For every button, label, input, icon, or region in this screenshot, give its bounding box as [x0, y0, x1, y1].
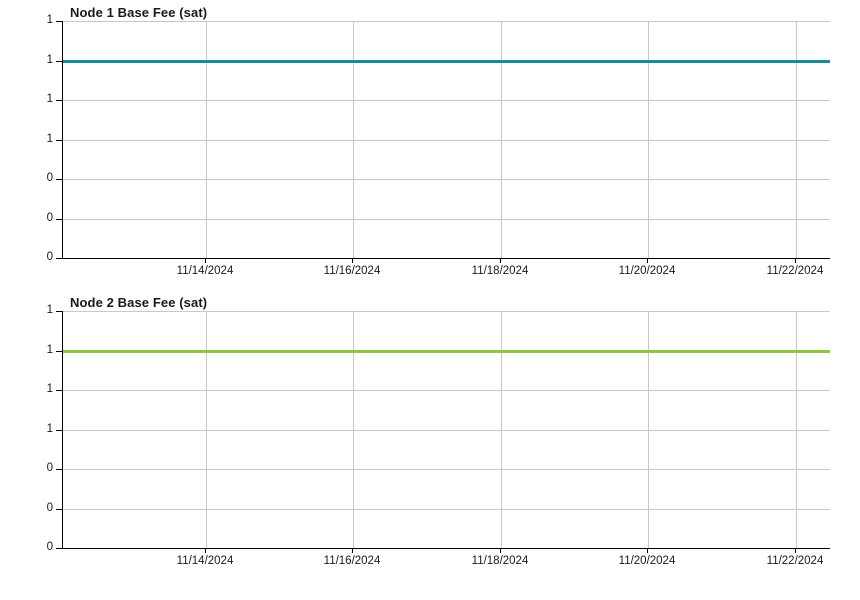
- y-tick-label: 1: [46, 344, 53, 356]
- x-tick-mark: [351, 549, 353, 553]
- y-tick-label: 0: [46, 172, 53, 184]
- x-tick-label: 11/20/2024: [618, 265, 676, 277]
- y-tick-label: 1: [46, 423, 53, 435]
- x-tick-label: 11/16/2024: [323, 555, 381, 567]
- y-tick-label: 0: [46, 502, 53, 514]
- y-tick-mark: [56, 20, 62, 22]
- gridline-h: [63, 311, 830, 312]
- x-tick-label: 11/14/2024: [176, 265, 234, 277]
- gridline-v: [796, 21, 797, 258]
- gridline-v: [206, 311, 207, 548]
- series-layer-node2: [63, 311, 830, 548]
- gridline-h: [63, 219, 830, 220]
- plot-area-node2: [62, 311, 830, 549]
- x-tick-mark: [499, 549, 501, 553]
- x-axis-node2: 11/14/2024 11/16/2024 11/18/2024 11/20/2…: [62, 549, 830, 575]
- chart-title-node1: Node 1 Base Fee (sat): [70, 5, 208, 20]
- x-axis-node1: 11/14/2024 11/16/2024 11/18/2024 11/20/2…: [62, 259, 830, 285]
- gridline-v: [501, 21, 502, 258]
- y-tick-label: 0: [46, 212, 53, 224]
- y-tick-mark: [56, 178, 62, 180]
- series-layer-node1: [63, 21, 830, 258]
- y-tick-label: 1: [46, 304, 53, 316]
- y-tick-label: 1: [46, 133, 53, 145]
- gridline-h: [63, 179, 830, 180]
- y-tick-mark: [56, 218, 62, 220]
- gridline-h: [63, 469, 830, 470]
- gridline-h: [63, 351, 830, 352]
- gridline-h: [63, 61, 830, 62]
- gridline-v: [353, 21, 354, 258]
- gridline-h: [63, 509, 830, 510]
- vertical-gridlines-node1: [63, 21, 830, 258]
- y-tick-mark: [56, 547, 62, 549]
- x-tick-mark: [646, 259, 648, 263]
- y-tick-label: 1: [46, 383, 53, 395]
- gridline-h: [63, 430, 830, 431]
- horizontal-gridlines-node2: [63, 311, 830, 548]
- x-tick-label: 11/22/2024: [766, 265, 824, 277]
- x-tick-mark: [204, 259, 206, 263]
- y-tick-label: 0: [46, 462, 53, 474]
- y-tick-mark: [56, 257, 62, 259]
- series-line-node2: [63, 350, 830, 353]
- y-axis-node2: 1 1 1 1 0 0 0: [0, 304, 62, 553]
- y-tick-mark: [56, 60, 62, 62]
- y-tick-mark: [56, 468, 62, 470]
- x-tick-label: 11/20/2024: [618, 555, 676, 567]
- y-tick-mark: [56, 389, 62, 391]
- y-tick-label: 0: [46, 251, 53, 263]
- y-tick-mark: [56, 99, 62, 101]
- gridline-h: [63, 100, 830, 101]
- gridline-v: [648, 21, 649, 258]
- y-tick-mark: [56, 508, 62, 510]
- chart-panel-node1: Node 1 Base Fee (sat): [0, 0, 860, 290]
- gridline-v: [353, 311, 354, 548]
- chart-title-node2: Node 2 Base Fee (sat): [70, 295, 208, 310]
- y-tick-label: 1: [46, 14, 53, 26]
- gridline-v: [206, 21, 207, 258]
- y-tick-mark: [56, 350, 62, 352]
- gridline-v: [796, 311, 797, 548]
- series-line-node1: [63, 60, 830, 63]
- gridline-v: [501, 311, 502, 548]
- y-tick-mark: [56, 429, 62, 431]
- x-tick-label: 11/18/2024: [471, 265, 529, 277]
- y-tick-label: 0: [46, 541, 53, 553]
- x-tick-mark: [499, 259, 501, 263]
- x-tick-label: 11/18/2024: [471, 555, 529, 567]
- x-tick-label: 11/22/2024: [766, 555, 824, 567]
- x-tick-mark: [351, 259, 353, 263]
- x-tick-mark: [204, 549, 206, 553]
- horizontal-gridlines-node1: [63, 21, 830, 258]
- y-tick-mark: [56, 310, 62, 312]
- y-tick-mark: [56, 139, 62, 141]
- gridline-v: [648, 311, 649, 548]
- y-tick-label: 1: [46, 54, 53, 66]
- y-tick-label: 1: [46, 93, 53, 105]
- vertical-gridlines-node2: [63, 311, 830, 548]
- plot-area-node1: [62, 21, 830, 259]
- gridline-h: [63, 390, 830, 391]
- x-tick-label: 11/14/2024: [176, 555, 234, 567]
- x-tick-label: 11/16/2024: [323, 265, 381, 277]
- x-tick-mark: [794, 259, 796, 263]
- gridline-h: [63, 21, 830, 22]
- x-tick-mark: [646, 549, 648, 553]
- y-axis-node1: 1 1 1 1 0 0 0: [0, 14, 62, 263]
- chart-panel-node2: Node 2 Base Fee (sat): [0, 290, 860, 600]
- x-tick-mark: [794, 549, 796, 553]
- gridline-h: [63, 140, 830, 141]
